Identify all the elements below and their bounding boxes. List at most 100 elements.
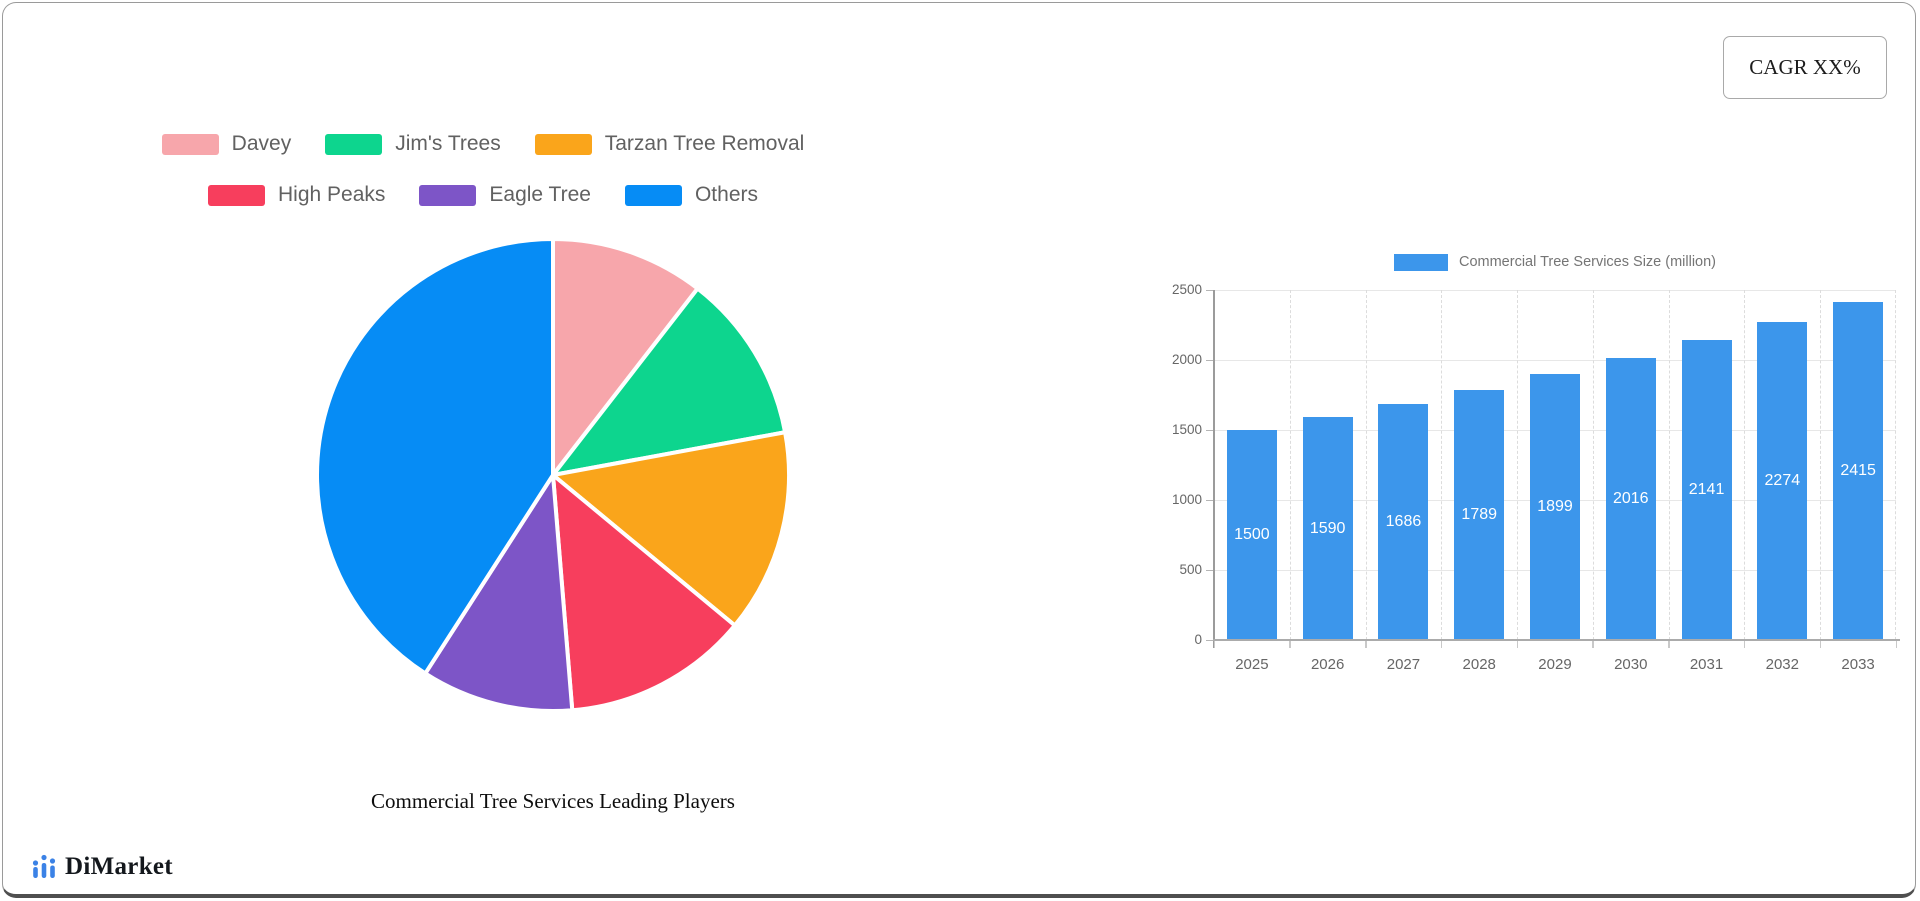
y-axis-tick	[1206, 569, 1213, 571]
gridline-vertical	[1668, 290, 1670, 640]
cagr-label: CAGR XX%	[1749, 55, 1861, 79]
legend-swatch	[208, 184, 265, 206]
bar-2027: 1686	[1378, 403, 1429, 640]
legend-swatch	[161, 133, 219, 155]
bar-value-label: 1590	[1309, 519, 1346, 537]
bar-value-label: 1686	[1385, 512, 1422, 530]
gridline-vertical	[1592, 290, 1594, 640]
x-axis-tick	[1819, 641, 1822, 648]
bar-value-label: 2141	[1688, 481, 1725, 499]
x-axis-label: 2033	[1841, 656, 1875, 673]
legend-label: Davey	[231, 132, 292, 155]
bar-2028: 1789	[1454, 389, 1505, 640]
legend-item: Eagle Tree	[419, 183, 591, 207]
legend-swatch	[419, 184, 477, 206]
bar-2030: 2016	[1605, 357, 1656, 640]
x-axis-label: 2027	[1386, 656, 1421, 673]
y-axis-tick	[1206, 359, 1213, 361]
gridline-vertical	[1289, 290, 1291, 640]
y-axis-label: 2000	[1171, 352, 1202, 367]
legend-item: High Peaks	[208, 183, 385, 207]
legend-swatch	[534, 133, 592, 155]
brand-logo: DiMarket	[31, 853, 173, 881]
x-axis-tick	[1743, 641, 1746, 648]
pie-legend-row-2: High Peaks Eagle Tree Others	[208, 183, 758, 207]
y-axis-label: 1500	[1171, 422, 1202, 437]
y-axis-tick	[1206, 639, 1213, 641]
bar-2031: 2141	[1681, 340, 1732, 640]
bar-legend: Commercial Tree Services Size (million)	[1214, 252, 1896, 272]
x-axis-tick	[1289, 641, 1291, 648]
gridline-horizontal	[1214, 290, 1896, 291]
x-axis-label: 2025	[1235, 656, 1269, 673]
y-axis-tick	[1206, 289, 1213, 291]
y-axis-tick	[1206, 499, 1213, 501]
gridline-vertical	[1517, 290, 1519, 640]
x-axis-tick	[1365, 641, 1367, 648]
bar-value-label: 1500	[1234, 526, 1270, 543]
x-axis-label: 2032	[1765, 656, 1799, 673]
x-axis-tick	[1668, 641, 1670, 648]
x-axis-tick	[1516, 641, 1519, 648]
brand-logo-text: DiMarket	[65, 853, 173, 880]
y-axis-label: 500	[1179, 562, 1202, 577]
y-axis-label: 0	[1194, 632, 1202, 647]
y-axis-line	[1213, 290, 1215, 648]
x-axis-tick	[1895, 641, 1897, 648]
bar-2032: 2274	[1757, 321, 1808, 640]
x-axis-tick	[1440, 641, 1443, 648]
legend-label: Others	[694, 183, 758, 206]
gridline-vertical	[1365, 290, 1367, 640]
legend-item: Tarzan Tree Removal	[534, 132, 805, 156]
gridline-vertical	[1820, 290, 1822, 640]
pie-chart-title: Commercial Tree Services Leading Players	[371, 789, 735, 813]
pie-chart	[315, 237, 791, 713]
x-axis-label: 2029	[1538, 656, 1572, 673]
pie-legend: Davey Jim's Trees Tarzan Tree Removal High …	[3, 132, 963, 207]
legend-swatch	[624, 184, 682, 206]
pie-legend-row-1: Davey Jim's Trees Tarzan Tree Removal	[161, 132, 805, 156]
bar-legend-swatch	[1393, 253, 1448, 271]
bar-2026: 1590	[1302, 417, 1353, 640]
bar-value-label: 2274	[1764, 471, 1801, 489]
x-axis-label: 2031	[1689, 656, 1724, 673]
legend-label: Eagle Tree	[489, 183, 591, 206]
pie-slice-davey	[551, 237, 700, 477]
gridline-vertical	[1895, 290, 1896, 640]
legend-label: Tarzan Tree Removal	[604, 132, 805, 155]
gridline-vertical	[1441, 290, 1443, 640]
pie-slice-eagle-tree	[423, 473, 575, 713]
bar-2029: 1899	[1530, 374, 1580, 640]
pie-slice-others	[315, 237, 555, 676]
x-axis-line	[1213, 639, 1900, 641]
bar-value-label: 2016	[1612, 489, 1649, 507]
x-axis-label: 2030	[1614, 656, 1648, 673]
legend-swatch	[325, 133, 383, 155]
pie-slice-high-peaks	[551, 473, 737, 713]
bar-chart-icon	[32, 854, 56, 878]
legend-item: Others	[624, 183, 758, 207]
bar-2025: 1500	[1226, 430, 1277, 640]
bar-value-label: 2415	[1840, 461, 1876, 479]
bar-value-label: 1899	[1537, 498, 1573, 516]
pie-slice-jim-s-trees	[551, 286, 788, 477]
x-axis-label: 2026	[1310, 656, 1345, 673]
y-axis-tick	[1206, 429, 1213, 431]
x-axis-tick	[1592, 641, 1594, 648]
bar-legend-label: Commercial Tree Services Size (million)	[1458, 254, 1717, 270]
legend-item: Jim's Trees	[325, 132, 501, 156]
bar-value-label: 1789	[1461, 505, 1498, 523]
y-axis-label: 1000	[1171, 492, 1202, 507]
x-axis-label: 2028	[1462, 656, 1496, 673]
gridline-vertical	[1744, 290, 1746, 640]
x-axis-tick	[1213, 641, 1215, 648]
bar-2033: 2415	[1833, 301, 1884, 640]
cagr-badge: CAGR XX%	[1723, 36, 1887, 99]
legend-label: Jim's Trees	[395, 132, 501, 155]
legend-item: Davey	[161, 132, 292, 156]
pie-slice-tarzan-tree-removal	[551, 430, 791, 628]
gridline-horizontal	[1214, 360, 1896, 361]
bar-chart: 0 500 1000 1500 2000 2500 1500 1590 1686 1789 1899…	[1172, 282, 1900, 673]
y-axis-label: 2500	[1171, 282, 1202, 297]
